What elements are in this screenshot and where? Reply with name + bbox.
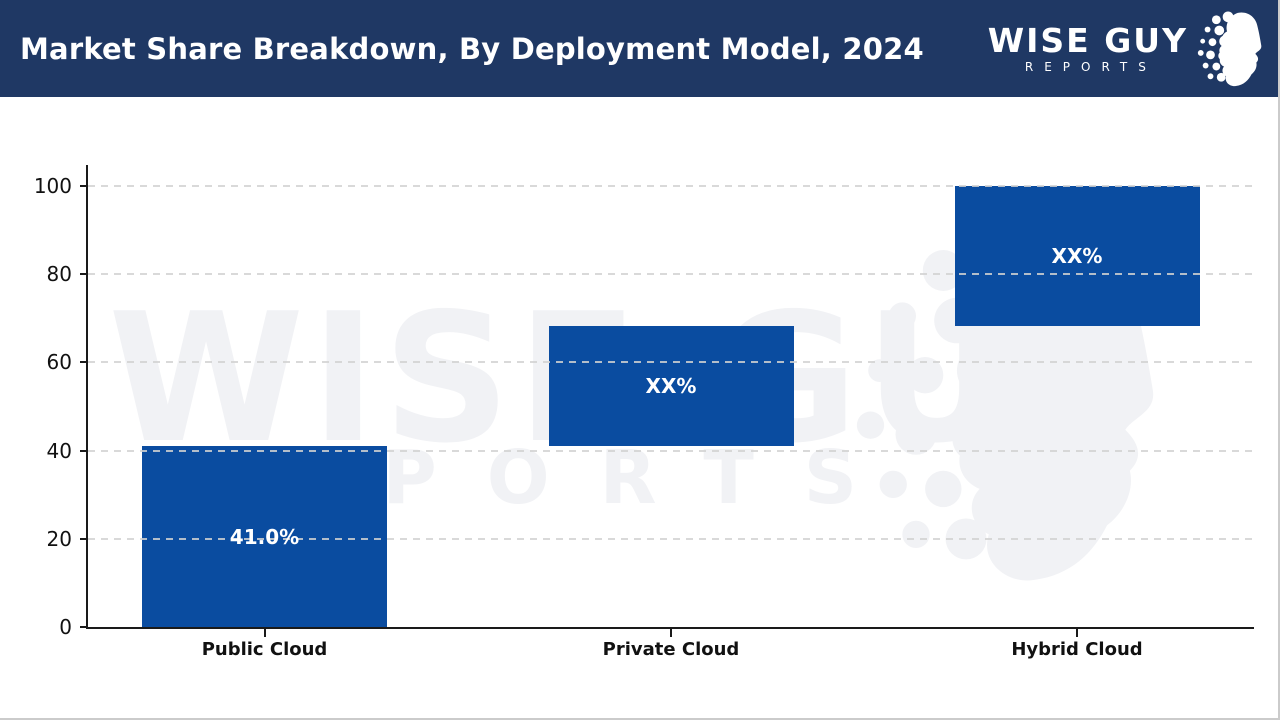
y-tick-label: 0 — [59, 615, 72, 639]
x-axis-spine — [86, 627, 1254, 629]
bar-value-label: XX% — [1051, 244, 1103, 269]
bar-public-cloud — [142, 446, 387, 627]
y-tick-label: 40 — [46, 438, 72, 463]
gridline-100 — [88, 185, 1253, 187]
wise-guy-reports-logo: WISE GUY REPORTS — [988, 8, 1266, 90]
bar-value-label: 41.0% — [229, 524, 300, 549]
logo-subtitle: REPORTS — [1024, 60, 1157, 74]
x-tick-mark — [1076, 629, 1078, 637]
y-tick-mark — [80, 185, 88, 187]
bar-private-cloud — [548, 326, 794, 447]
y-tick-label: 60 — [46, 350, 72, 375]
y-tick-mark — [80, 449, 88, 452]
logo-head-icon — [1197, 11, 1262, 87]
y-tick-label: 80 — [46, 262, 72, 287]
gridline-40 — [88, 449, 1253, 452]
x-tick-mark — [670, 629, 672, 637]
y-tick-mark — [80, 537, 88, 540]
y-axis-spine — [86, 165, 88, 629]
category-label: Public Cloud — [201, 639, 328, 660]
y-tick-mark — [80, 273, 88, 276]
y-tick-label: 100 — [33, 174, 72, 198]
logo-text: WISE GUY REPORTS — [987, 21, 1188, 75]
gridline-20 — [88, 537, 1253, 540]
gridline-80 — [88, 273, 1253, 276]
x-tick-mark — [263, 629, 266, 637]
header-band: Market Share Breakdown, By Deployment Mo… — [0, 0, 1280, 97]
page-title: Market Share Breakdown, By Deployment Mo… — [20, 31, 924, 66]
logo-wordmark: WISE GUY — [987, 21, 1188, 60]
y-tick-mark — [80, 626, 88, 628]
category-label: Private Cloud — [602, 639, 740, 660]
bar-hybrid-cloud — [954, 186, 1200, 327]
bar-value-label: XX% — [645, 374, 697, 399]
chart-area: WISE GUY REPORTS 02040608010041.0%Public… — [0, 97, 1280, 720]
y-tick-mark — [80, 361, 88, 364]
category-label: Hybrid Cloud — [1011, 639, 1143, 660]
gridline-60 — [88, 361, 1253, 364]
y-tick-label: 20 — [46, 526, 72, 551]
